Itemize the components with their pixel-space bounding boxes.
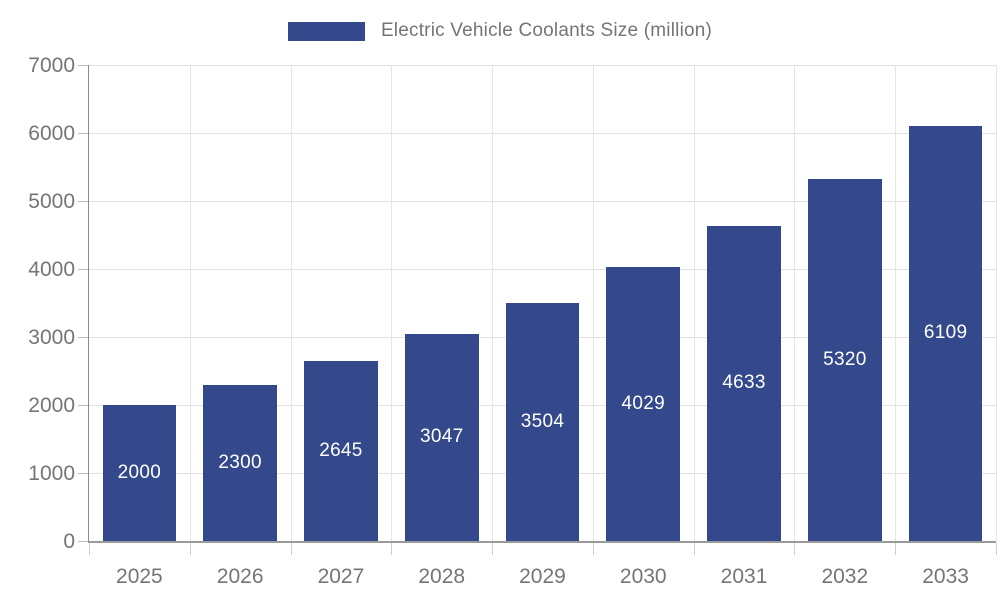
y-tick-mark (78, 201, 88, 202)
x-tick-mark (693, 543, 695, 555)
x-tick-mark (794, 543, 796, 555)
bar-value-label: 5320 (823, 349, 867, 371)
x-gridline (592, 65, 594, 541)
x-tick-label: 2032 (821, 565, 869, 588)
y-tick-mark (78, 541, 88, 542)
bar: 2000 (102, 405, 177, 541)
bar: 4029 (606, 267, 681, 541)
bar: 2300 (203, 384, 277, 541)
bar-value-label: 2300 (218, 451, 262, 473)
y-tick-mark (78, 269, 88, 270)
y-tick-label: 7000 (28, 54, 75, 77)
y-tick-label: 6000 (28, 122, 75, 145)
bar: 5320 (808, 179, 882, 541)
bar-value-label: 3047 (419, 426, 464, 448)
y-tick-label: 4000 (28, 258, 75, 281)
x-tick-label: 2027 (317, 565, 365, 588)
y-tick-label: 3000 (28, 326, 75, 349)
x-tick-label: 2026 (216, 565, 264, 588)
bar-value-label: 4029 (621, 393, 665, 415)
bar-value-label: 2645 (319, 440, 363, 462)
x-tick-mark (996, 543, 997, 555)
x-gridline (895, 65, 897, 541)
legend: Electric Vehicle Coolants Size (million) (0, 20, 1000, 42)
x-tick-mark (89, 543, 90, 555)
y-gridline (89, 269, 996, 270)
x-tick-mark (492, 543, 494, 555)
bar: 3504 (505, 302, 580, 541)
x-gridline (290, 65, 292, 541)
x-tick-mark (189, 543, 191, 555)
bar-value-label: 4633 (722, 372, 766, 394)
plot-area: 0 1000 2000 3000 4000 5000 6000 7000 2000 2300 264… (28, 55, 997, 588)
legend-label: Electric Vehicle Coolants Size (million) (380, 20, 713, 41)
x-gridline (391, 65, 393, 541)
x-tick-label: 2031 (720, 565, 768, 588)
x-tick-label: 2029 (519, 565, 566, 588)
bar-value-label: 2000 (117, 462, 162, 483)
x-tick-label: 2030 (619, 565, 667, 588)
bar: 3047 (404, 333, 479, 541)
y-tick-mark (78, 473, 88, 474)
x-gridline (996, 65, 997, 541)
y-tick-mark (78, 337, 88, 338)
x-tick-mark (895, 543, 897, 555)
x-gridline (794, 65, 796, 541)
bar-value-label: 6109 (923, 322, 968, 344)
y-tick-label: 1000 (28, 462, 75, 485)
legend-swatch (287, 21, 365, 41)
y-tick-mark (78, 133, 88, 134)
y-tick-label: 0 (63, 530, 75, 553)
y-tick-mark (78, 65, 88, 66)
x-gridline (189, 65, 191, 541)
y-tick-label: 5000 (28, 190, 75, 213)
x-tick-label: 2025 (116, 565, 163, 588)
y-gridline (89, 133, 996, 134)
x-gridline (693, 65, 695, 541)
y-gridline (89, 201, 996, 202)
y-gridline (89, 65, 996, 66)
x-gridline (492, 65, 494, 541)
x-tick-label: 2033 (922, 565, 969, 588)
y-tick-label: 2000 (28, 394, 75, 417)
x-tick-mark (391, 543, 393, 555)
x-tick-mark (592, 543, 594, 555)
bar: 2645 (304, 361, 378, 541)
y-tick-mark (78, 405, 88, 406)
bar-value-label: 3504 (520, 410, 565, 432)
bar: 4633 (707, 225, 781, 541)
bar: 6109 (908, 125, 983, 541)
x-tick-label: 2028 (418, 565, 466, 588)
x-tick-mark (290, 543, 292, 555)
